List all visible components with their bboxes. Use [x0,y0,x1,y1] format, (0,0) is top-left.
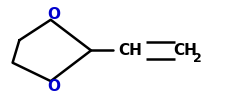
Text: CH: CH [118,43,142,58]
Text: O: O [48,79,61,94]
Text: 2: 2 [193,52,202,65]
Text: CH: CH [173,43,197,58]
Text: O: O [48,7,61,22]
